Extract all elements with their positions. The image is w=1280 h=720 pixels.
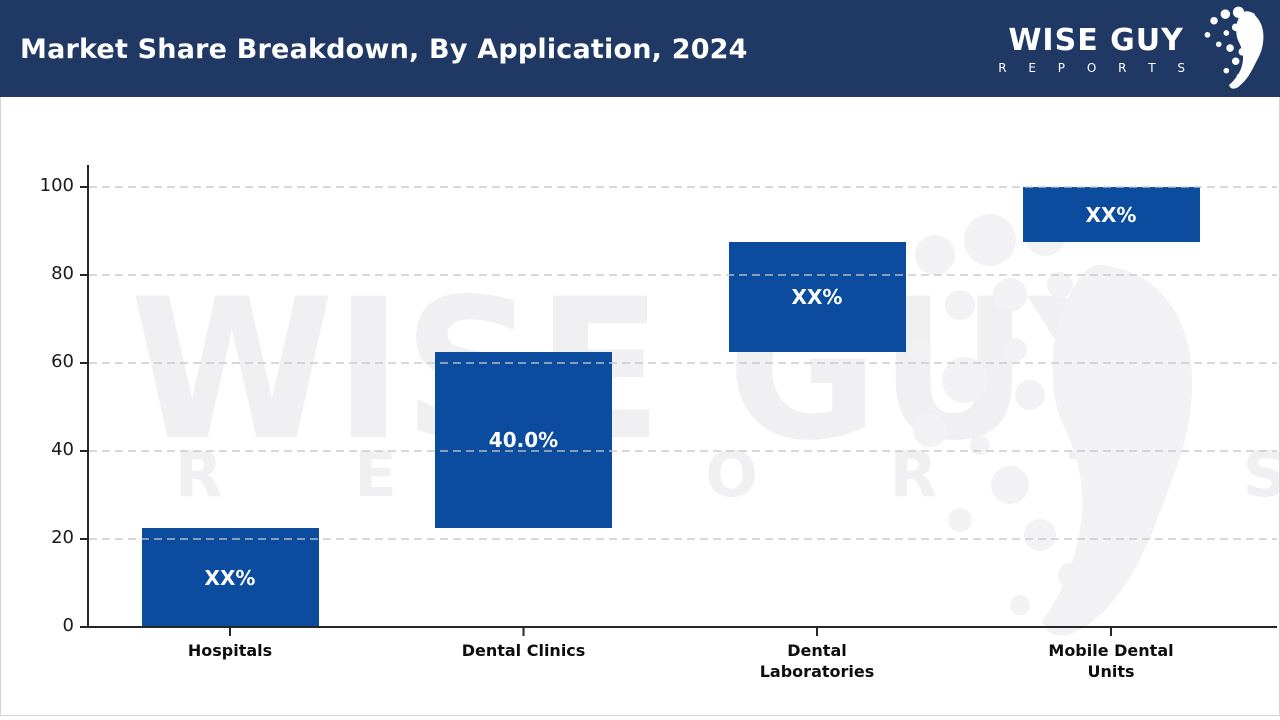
bar-value-label: 40.0% [488,428,559,452]
brand-subname: R E P O R T S [998,61,1194,75]
bar-hospitals: XX% [141,528,319,627]
bar-value-label: XX% [204,565,256,590]
header-bar: Market Share Breakdown, By Application, … [0,0,1280,97]
bar-value-label: XX% [1085,202,1137,227]
y-tick-label: 100 [39,175,74,196]
y-tick-label: 60 [51,351,74,372]
brand-head-icon [1204,6,1264,89]
category-label: Dental Clinics [461,641,586,660]
category-label: Mobile Dental Units [1048,641,1174,681]
bar-dental-laboratories: XX% [728,242,906,352]
brand-name: WISE GUY [1008,23,1184,58]
brand-logo-text: WISE GUY R E P O R T S [998,23,1194,76]
brand-logo: WISE GUY R E P O R T S [998,0,1266,97]
y-tick-label: 0 [62,615,74,636]
y-tick-label: 80 [51,263,74,284]
bar-value-label: XX% [791,285,843,309]
y-tick-label: 20 [51,527,74,548]
chart-title: Market Share Breakdown, By Application, … [20,34,748,65]
category-label: Dental Laboratories [759,641,875,681]
bar-mobile-dental-units: XX% [1022,187,1200,242]
category-label: Hospitals [187,641,273,660]
bar-dental-clinics: 40.0% [435,352,612,528]
y-tick-label: 40 [51,439,74,460]
